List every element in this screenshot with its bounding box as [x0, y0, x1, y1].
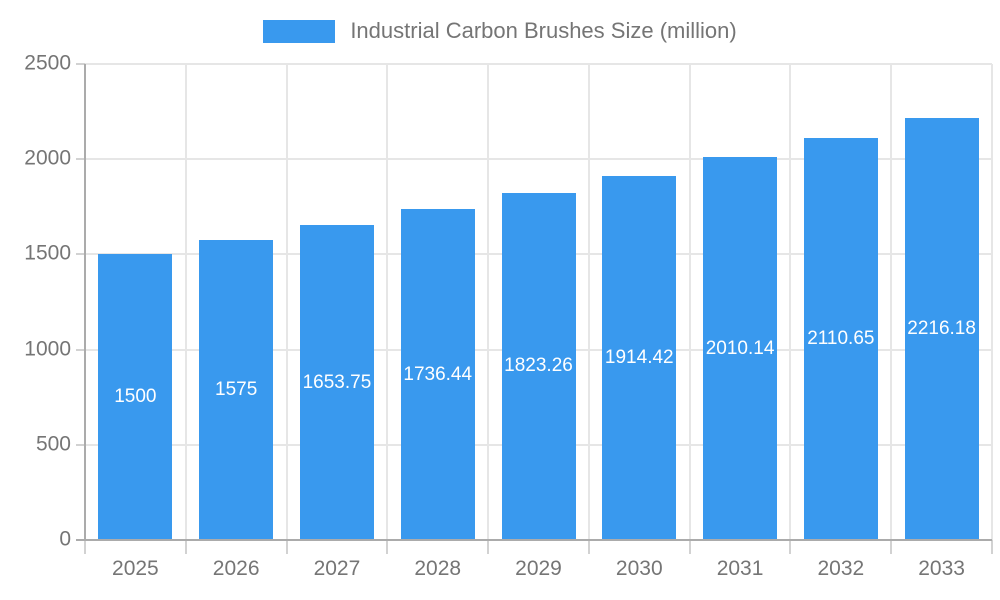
y-axis-tick-label: 0 [59, 527, 71, 551]
x-tick-mark [890, 540, 893, 554]
x-tick-mark [991, 540, 993, 554]
bar[interactable]: 2010.14 [703, 157, 778, 540]
chart-legend[interactable]: Industrial Carbon Brushes Size (million) [0, 18, 1000, 44]
bar[interactable]: 2110.65 [803, 138, 878, 540]
bar[interactable]: 1575 [199, 240, 274, 540]
y-tick-mark [76, 63, 85, 65]
x-tick-mark [184, 540, 187, 554]
bar-value-label: 2110.65 [807, 328, 875, 350]
legend-swatch[interactable] [263, 19, 336, 43]
y-tick-mark [76, 348, 85, 351]
x-axis-tick-label: 2027 [313, 557, 361, 580]
v-gridline [688, 64, 691, 540]
y-axis-tick-label: 1000 [24, 337, 71, 361]
bar[interactable]: 1914.42 [602, 175, 677, 540]
bar-value-label: 1914.42 [604, 346, 674, 368]
x-axis-tick-label: 2028 [414, 557, 462, 580]
y-tick-mark [76, 253, 85, 256]
x-tick-mark [789, 540, 792, 554]
x-axis-tick-label: 2033 [918, 557, 965, 580]
bar-value-label: 2010.14 [705, 337, 775, 359]
v-gridline [991, 64, 993, 540]
h-gridline [85, 63, 992, 65]
x-tick-mark [285, 540, 288, 554]
bar[interactable]: 1653.75 [299, 225, 374, 540]
y-axis-tick-label: 2500 [24, 51, 71, 75]
v-gridline [386, 64, 389, 540]
x-tick-mark [84, 540, 86, 554]
bar-value-label: 1575 [215, 379, 258, 401]
v-gridline [587, 64, 590, 540]
bar-value-label: 2216.18 [907, 318, 976, 340]
v-gridline [890, 64, 893, 540]
y-axis-line [84, 64, 86, 540]
y-axis-tick-label: 500 [35, 432, 71, 456]
bar-value-label: 1653.75 [302, 371, 372, 393]
x-axis-tick-label: 2031 [716, 557, 764, 580]
x-tick-mark [487, 540, 490, 554]
y-axis-tick-label: 1500 [24, 241, 71, 265]
x-axis-tick-label: 2029 [515, 557, 562, 580]
x-axis-tick-label: 2025 [112, 557, 159, 580]
v-gridline [285, 64, 288, 540]
x-axis-tick-label: 2032 [817, 557, 865, 580]
y-axis-tick-label: 2000 [24, 146, 71, 170]
x-axis-tick-label: 2026 [212, 557, 260, 580]
x-axis-tick-label: 2030 [615, 557, 663, 580]
bar-value-label: 1736.44 [403, 363, 473, 385]
bar[interactable]: 2216.18 [904, 118, 979, 540]
plot-area: 0 500 1000 1500 2000 2500 1500 2025 1575 2026 1653… [24, 52, 993, 580]
bar[interactable]: 1823.26 [501, 192, 576, 540]
y-tick-mark [76, 443, 85, 446]
bar-value-label: 1500 [114, 386, 157, 408]
v-gridline [487, 64, 490, 540]
bar[interactable]: 1500 [98, 254, 173, 540]
x-axis-line [76, 539, 992, 541]
y-tick-mark [76, 158, 85, 161]
v-gridline [789, 64, 792, 540]
bar-value-label: 1823.26 [504, 355, 573, 377]
x-tick-mark [386, 540, 389, 554]
x-tick-mark [688, 540, 691, 554]
v-gridline [184, 64, 187, 540]
bar[interactable]: 1736.44 [400, 209, 475, 540]
h-gridline [85, 158, 992, 161]
x-tick-mark [587, 540, 590, 554]
legend-label: Industrial Carbon Brushes Size (million) [350, 18, 737, 43]
